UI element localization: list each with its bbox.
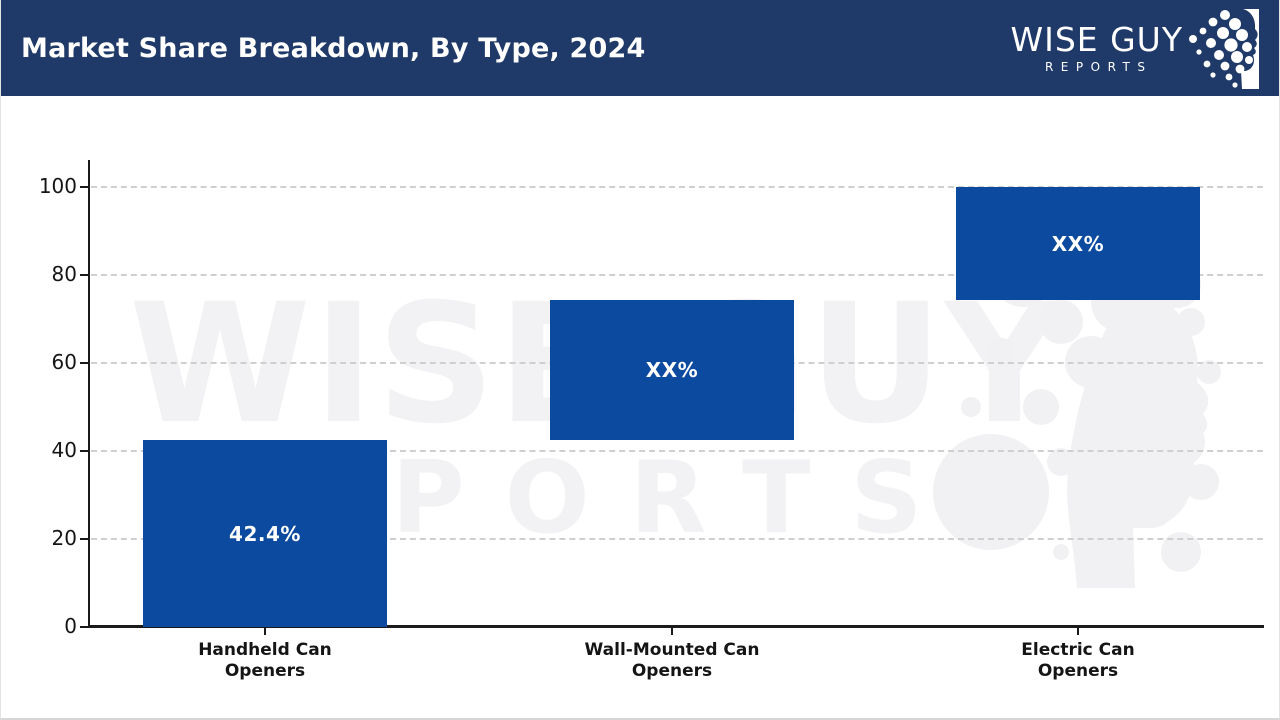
bar-segment: XX% bbox=[550, 300, 794, 441]
logo-wordmark: WISE GUY bbox=[1010, 19, 1183, 59]
logo-face-icon bbox=[1189, 9, 1259, 89]
gridline-40 bbox=[91, 450, 1263, 452]
y-tick-0 bbox=[80, 626, 88, 628]
bar-value-label: XX% bbox=[1051, 231, 1105, 256]
bar-segment: 42.4% bbox=[143, 440, 387, 627]
x-axis-line bbox=[88, 625, 1264, 628]
bar-value-label: 42.4% bbox=[229, 521, 301, 546]
y-tick-label: 0 bbox=[64, 614, 77, 638]
y-tick-60 bbox=[80, 362, 88, 364]
x-category-label-line: Wall-Mounted Can bbox=[584, 640, 760, 660]
x-category-label-line: Handheld Can bbox=[198, 640, 332, 660]
y-tick-label: 80 bbox=[51, 262, 77, 286]
x-tick bbox=[264, 628, 266, 635]
gridline-80 bbox=[91, 274, 1263, 276]
y-axis-line bbox=[88, 160, 90, 628]
x-category-label-line: Openers bbox=[1037, 661, 1119, 681]
y-tick-40 bbox=[80, 450, 88, 452]
x-category-label: Electric Can Openers bbox=[928, 640, 1228, 682]
x-tick bbox=[671, 628, 673, 635]
y-tick-100 bbox=[80, 186, 88, 188]
logo-text: WISE GUY REPORTS bbox=[1010, 19, 1183, 74]
gridline-20 bbox=[91, 538, 1263, 540]
x-category-label-line: Electric Can bbox=[1021, 640, 1135, 660]
x-category-label: Wall-Mounted Can Openers bbox=[522, 640, 822, 682]
wiseguy-logo: WISE GUY REPORTS bbox=[1010, 7, 1259, 89]
y-tick-label: 100 bbox=[38, 174, 77, 198]
x-category-label-line: Openers bbox=[631, 661, 713, 681]
bar-segment: XX% bbox=[956, 187, 1200, 301]
logo-subtext: REPORTS bbox=[1044, 59, 1153, 74]
page-title: Market Share Breakdown, By Type, 2024 bbox=[21, 32, 646, 64]
x-tick bbox=[1077, 628, 1079, 635]
x-category-label: Handheld Can Openers bbox=[115, 640, 415, 682]
x-category-label-line: Openers bbox=[224, 661, 306, 681]
y-tick-20 bbox=[80, 538, 88, 540]
gridline-100 bbox=[91, 186, 1263, 188]
y-tick-label: 40 bbox=[51, 438, 77, 462]
bar-value-label: XX% bbox=[645, 358, 699, 383]
header-bar: Market Share Breakdown, By Type, 2024 WI… bbox=[1, 0, 1279, 96]
y-tick-label: 20 bbox=[51, 526, 77, 550]
y-tick-label: 60 bbox=[51, 350, 77, 374]
y-tick-80 bbox=[80, 274, 88, 276]
